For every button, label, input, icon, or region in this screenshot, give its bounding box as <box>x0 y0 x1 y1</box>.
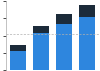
Bar <box>33 33 49 70</box>
Bar <box>56 24 72 70</box>
Bar <box>79 5 95 17</box>
Bar <box>10 45 26 51</box>
Bar <box>79 17 95 70</box>
Bar <box>33 26 49 33</box>
Bar <box>56 14 72 24</box>
Bar <box>10 51 26 70</box>
